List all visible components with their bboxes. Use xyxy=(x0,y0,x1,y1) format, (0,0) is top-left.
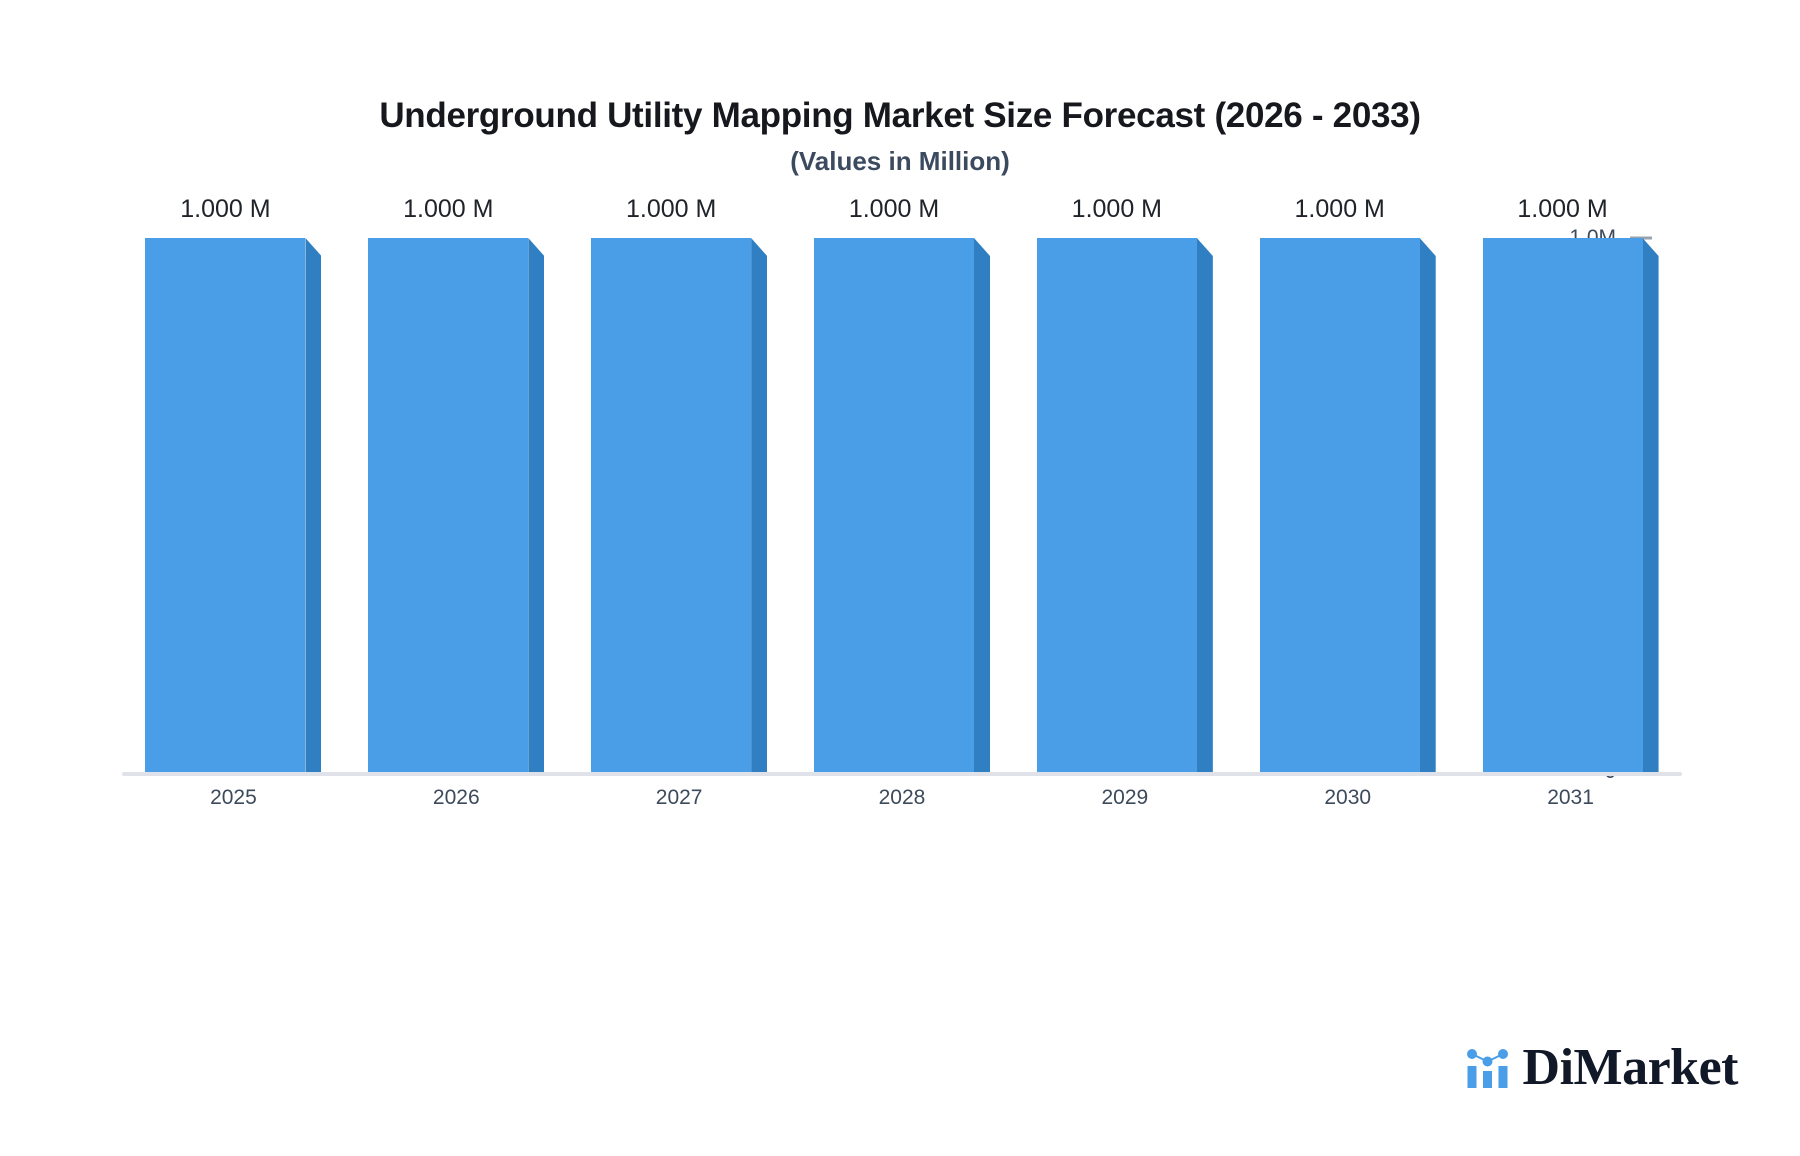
bars-layer: 1.000 M 1.000 M 1.000 M 1.000 M 1.000 M 1.000… xyxy=(122,195,1682,772)
x-axis-tick-label: 2031 xyxy=(1547,786,1594,809)
x-axis-tick-label: 2028 xyxy=(878,786,926,809)
bar-side-face xyxy=(305,238,322,772)
bar-side-face xyxy=(1642,238,1659,772)
bar-group[interactable]: 1.000 M xyxy=(145,195,322,772)
x-axis-tick-label: 2027 xyxy=(655,786,703,809)
bar-front-face xyxy=(368,238,529,772)
bar-front-face xyxy=(1036,238,1197,772)
bar[interactable] xyxy=(814,238,990,772)
x-axis-line xyxy=(122,772,1682,776)
bar-front-face xyxy=(591,238,752,772)
chart-subtitle: (Values in Million) xyxy=(790,146,1010,176)
bar-side-face xyxy=(1196,238,1213,772)
bar-side-face xyxy=(1419,238,1436,772)
x-axis-tick-label: 2025 xyxy=(210,786,257,809)
x-axis-labels: 2025 2026 2027 2028 2029 2030 2031 xyxy=(122,786,1682,826)
dimarket-logo: DiMarket xyxy=(1465,1039,1739,1096)
bar-value-label: 1.000 M xyxy=(848,195,940,223)
bar-group[interactable]: 1.000 M xyxy=(1482,195,1659,772)
x-axis-tick-label: 2026 xyxy=(432,786,480,809)
bar-value-label: 1.000 M xyxy=(1517,195,1608,223)
bar-chart-icon xyxy=(1465,1046,1511,1090)
bar-group[interactable]: 1.000 M xyxy=(814,195,990,772)
bar-group[interactable]: 1.000 M xyxy=(1036,195,1213,772)
bar-side-face xyxy=(528,238,545,772)
bar-value-label: 1.000 M xyxy=(403,195,494,223)
bar-front-face xyxy=(1259,238,1420,772)
chart-title: Underground Utility Mapping Market Size … xyxy=(379,96,1421,135)
bar[interactable] xyxy=(145,238,322,772)
bar[interactable] xyxy=(368,238,545,772)
bar[interactable] xyxy=(591,238,768,772)
bar-value-label: 1.000 M xyxy=(1294,195,1385,223)
bar[interactable] xyxy=(1259,238,1436,772)
bar[interactable] xyxy=(1036,238,1213,772)
bar-front-face xyxy=(814,238,974,772)
bar[interactable] xyxy=(1482,238,1659,772)
bar-value-label: 1.000 M xyxy=(625,195,717,223)
bar-value-label: 1.000 M xyxy=(180,195,271,223)
bar-group[interactable]: 1.000 M xyxy=(368,195,545,772)
bar-value-label: 1.000 M xyxy=(1071,195,1163,223)
logo-wordmark: DiMarket xyxy=(1522,1039,1739,1096)
bar-group[interactable]: 1.000 M xyxy=(1259,195,1436,772)
bar-front-face xyxy=(145,238,306,772)
x-axis-tick-label: 2029 xyxy=(1101,786,1149,809)
bar-group[interactable]: 1.000 M xyxy=(591,195,768,772)
bar-side-face xyxy=(974,238,990,772)
bar-side-face xyxy=(751,238,768,772)
x-axis-tick-label: 2030 xyxy=(1324,786,1372,809)
bar-front-face xyxy=(1482,238,1643,772)
